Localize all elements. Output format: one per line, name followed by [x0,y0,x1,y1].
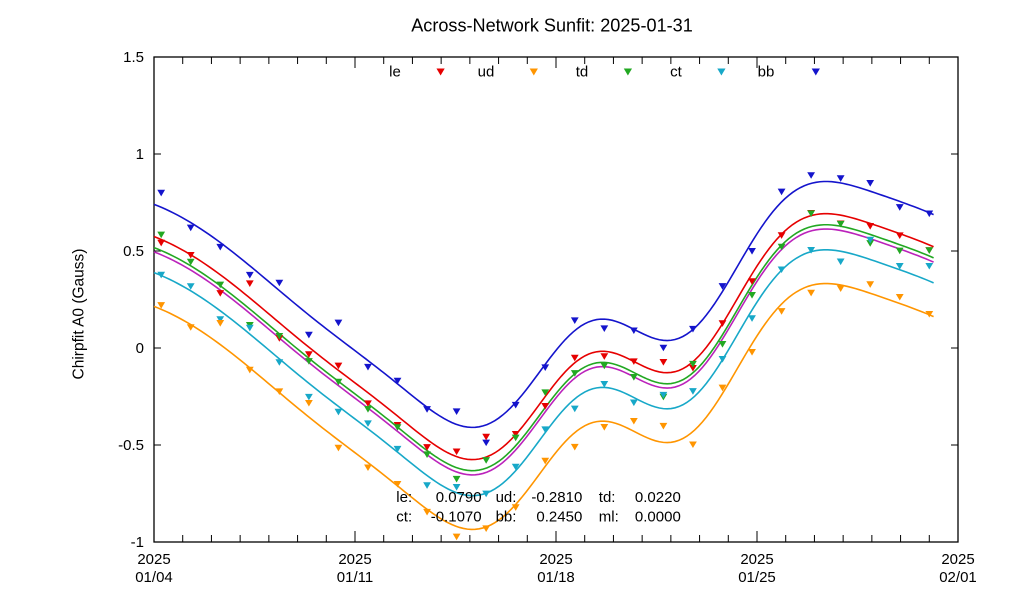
svg-text:2025: 2025 [137,551,170,568]
svg-text:ud:: ud: [496,489,517,506]
svg-text:le:: le: [396,489,412,506]
svg-text:0.2450: 0.2450 [536,509,582,526]
svg-text:ud: ud [478,64,495,81]
svg-text:td:: td: [599,489,616,506]
svg-text:td: td [576,64,589,81]
svg-text:Across-Network Sunfit: 2025-01: Across-Network Sunfit: 2025-01-31 [411,16,693,36]
svg-text:1: 1 [136,146,144,163]
svg-text:ml:: ml: [599,509,619,526]
svg-text:-0.1070: -0.1070 [431,509,482,526]
svg-text:-0.5: -0.5 [118,437,144,454]
svg-text:2025: 2025 [941,551,974,568]
svg-text:le: le [389,64,401,81]
svg-text:2025: 2025 [338,551,371,568]
svg-text:0: 0 [136,340,144,357]
svg-text:01/25: 01/25 [738,569,776,586]
svg-text:Chirpfit A0 (Gauss): Chirpfit A0 (Gauss) [71,249,88,380]
svg-text:0.0000: 0.0000 [635,509,681,526]
svg-text:-0.2810: -0.2810 [531,489,582,506]
svg-text:bb:: bb: [496,509,517,526]
svg-text:bb: bb [758,64,775,81]
svg-text:01/18: 01/18 [537,569,575,586]
svg-text:1.5: 1.5 [123,49,144,66]
svg-text:-1: -1 [131,534,144,551]
svg-text:2025: 2025 [539,551,572,568]
svg-text:ct: ct [670,64,683,81]
svg-text:0.0220: 0.0220 [635,489,681,506]
svg-text:0.5: 0.5 [123,243,144,260]
svg-text:2025: 2025 [740,551,773,568]
svg-text:01/04: 01/04 [135,569,173,586]
svg-text:01/11: 01/11 [337,569,373,586]
svg-text:ct:: ct: [396,509,412,526]
svg-text:02/01: 02/01 [939,569,977,586]
svg-text:0.0790: 0.0790 [436,489,482,506]
